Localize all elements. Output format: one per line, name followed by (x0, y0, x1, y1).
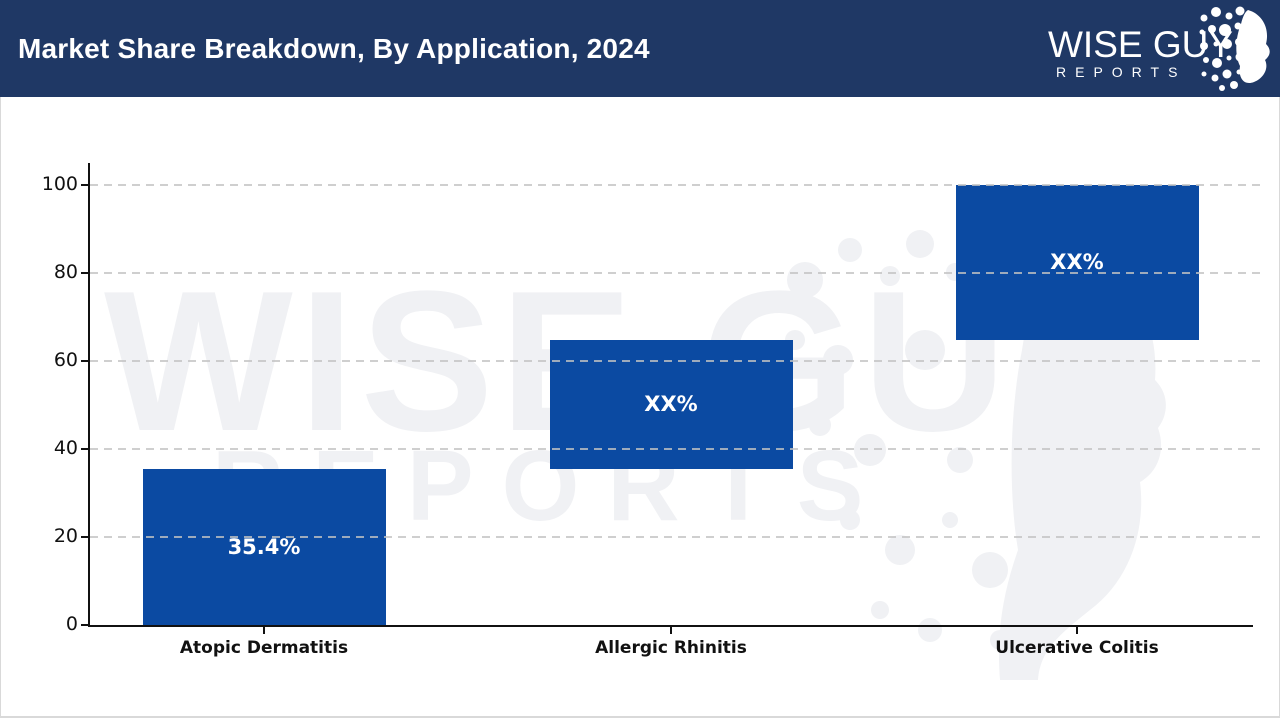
category-label: Allergic Rhinitis (595, 638, 747, 658)
y-tick (81, 271, 88, 274)
x-tick (670, 627, 672, 634)
gridline-60 (90, 359, 1260, 362)
y-tick (81, 624, 88, 626)
x-tick (1076, 627, 1078, 634)
gridline-40 (90, 447, 1260, 450)
x-tick (263, 627, 265, 634)
y-tick-label: 40 (53, 436, 78, 459)
header-bar: Market Share Breakdown, By Application, … (0, 0, 1280, 97)
bar-value-label: 35.4% (227, 535, 301, 560)
logo-subtext: REPORTS (1056, 64, 1187, 80)
category-label: Atopic Dermatitis (179, 638, 349, 658)
gridline-100 (90, 183, 1260, 186)
y-tick-label: 20 (53, 524, 78, 547)
gridline-80 (90, 271, 1260, 274)
y-tick-label: 100 (41, 172, 78, 195)
wiseguy-logo: WISE GUY REPORTS (1012, 2, 1274, 95)
y-tick-label: 80 (53, 260, 78, 283)
y-tick (81, 359, 88, 362)
bar-value-label: XX% (644, 392, 698, 417)
y-tick-label: 60 (53, 348, 78, 371)
bar-segment (955, 184, 1199, 340)
bottom-divider (0, 716, 1280, 718)
y-tick (81, 183, 88, 186)
category-label: Ulcerative Colitis (995, 638, 1159, 658)
y-tick (81, 535, 88, 538)
y-axis (88, 163, 90, 626)
x-axis (88, 625, 1253, 627)
y-tick-label: 0 (65, 613, 78, 635)
bar-value-label: XX% (1050, 250, 1104, 275)
wiseguy-face-icon (1199, 6, 1270, 91)
gridline-20 (90, 535, 1260, 538)
y-tick (81, 447, 88, 450)
page-title: Market Share Breakdown, By Application, … (18, 32, 650, 64)
bar-segment (142, 469, 386, 625)
